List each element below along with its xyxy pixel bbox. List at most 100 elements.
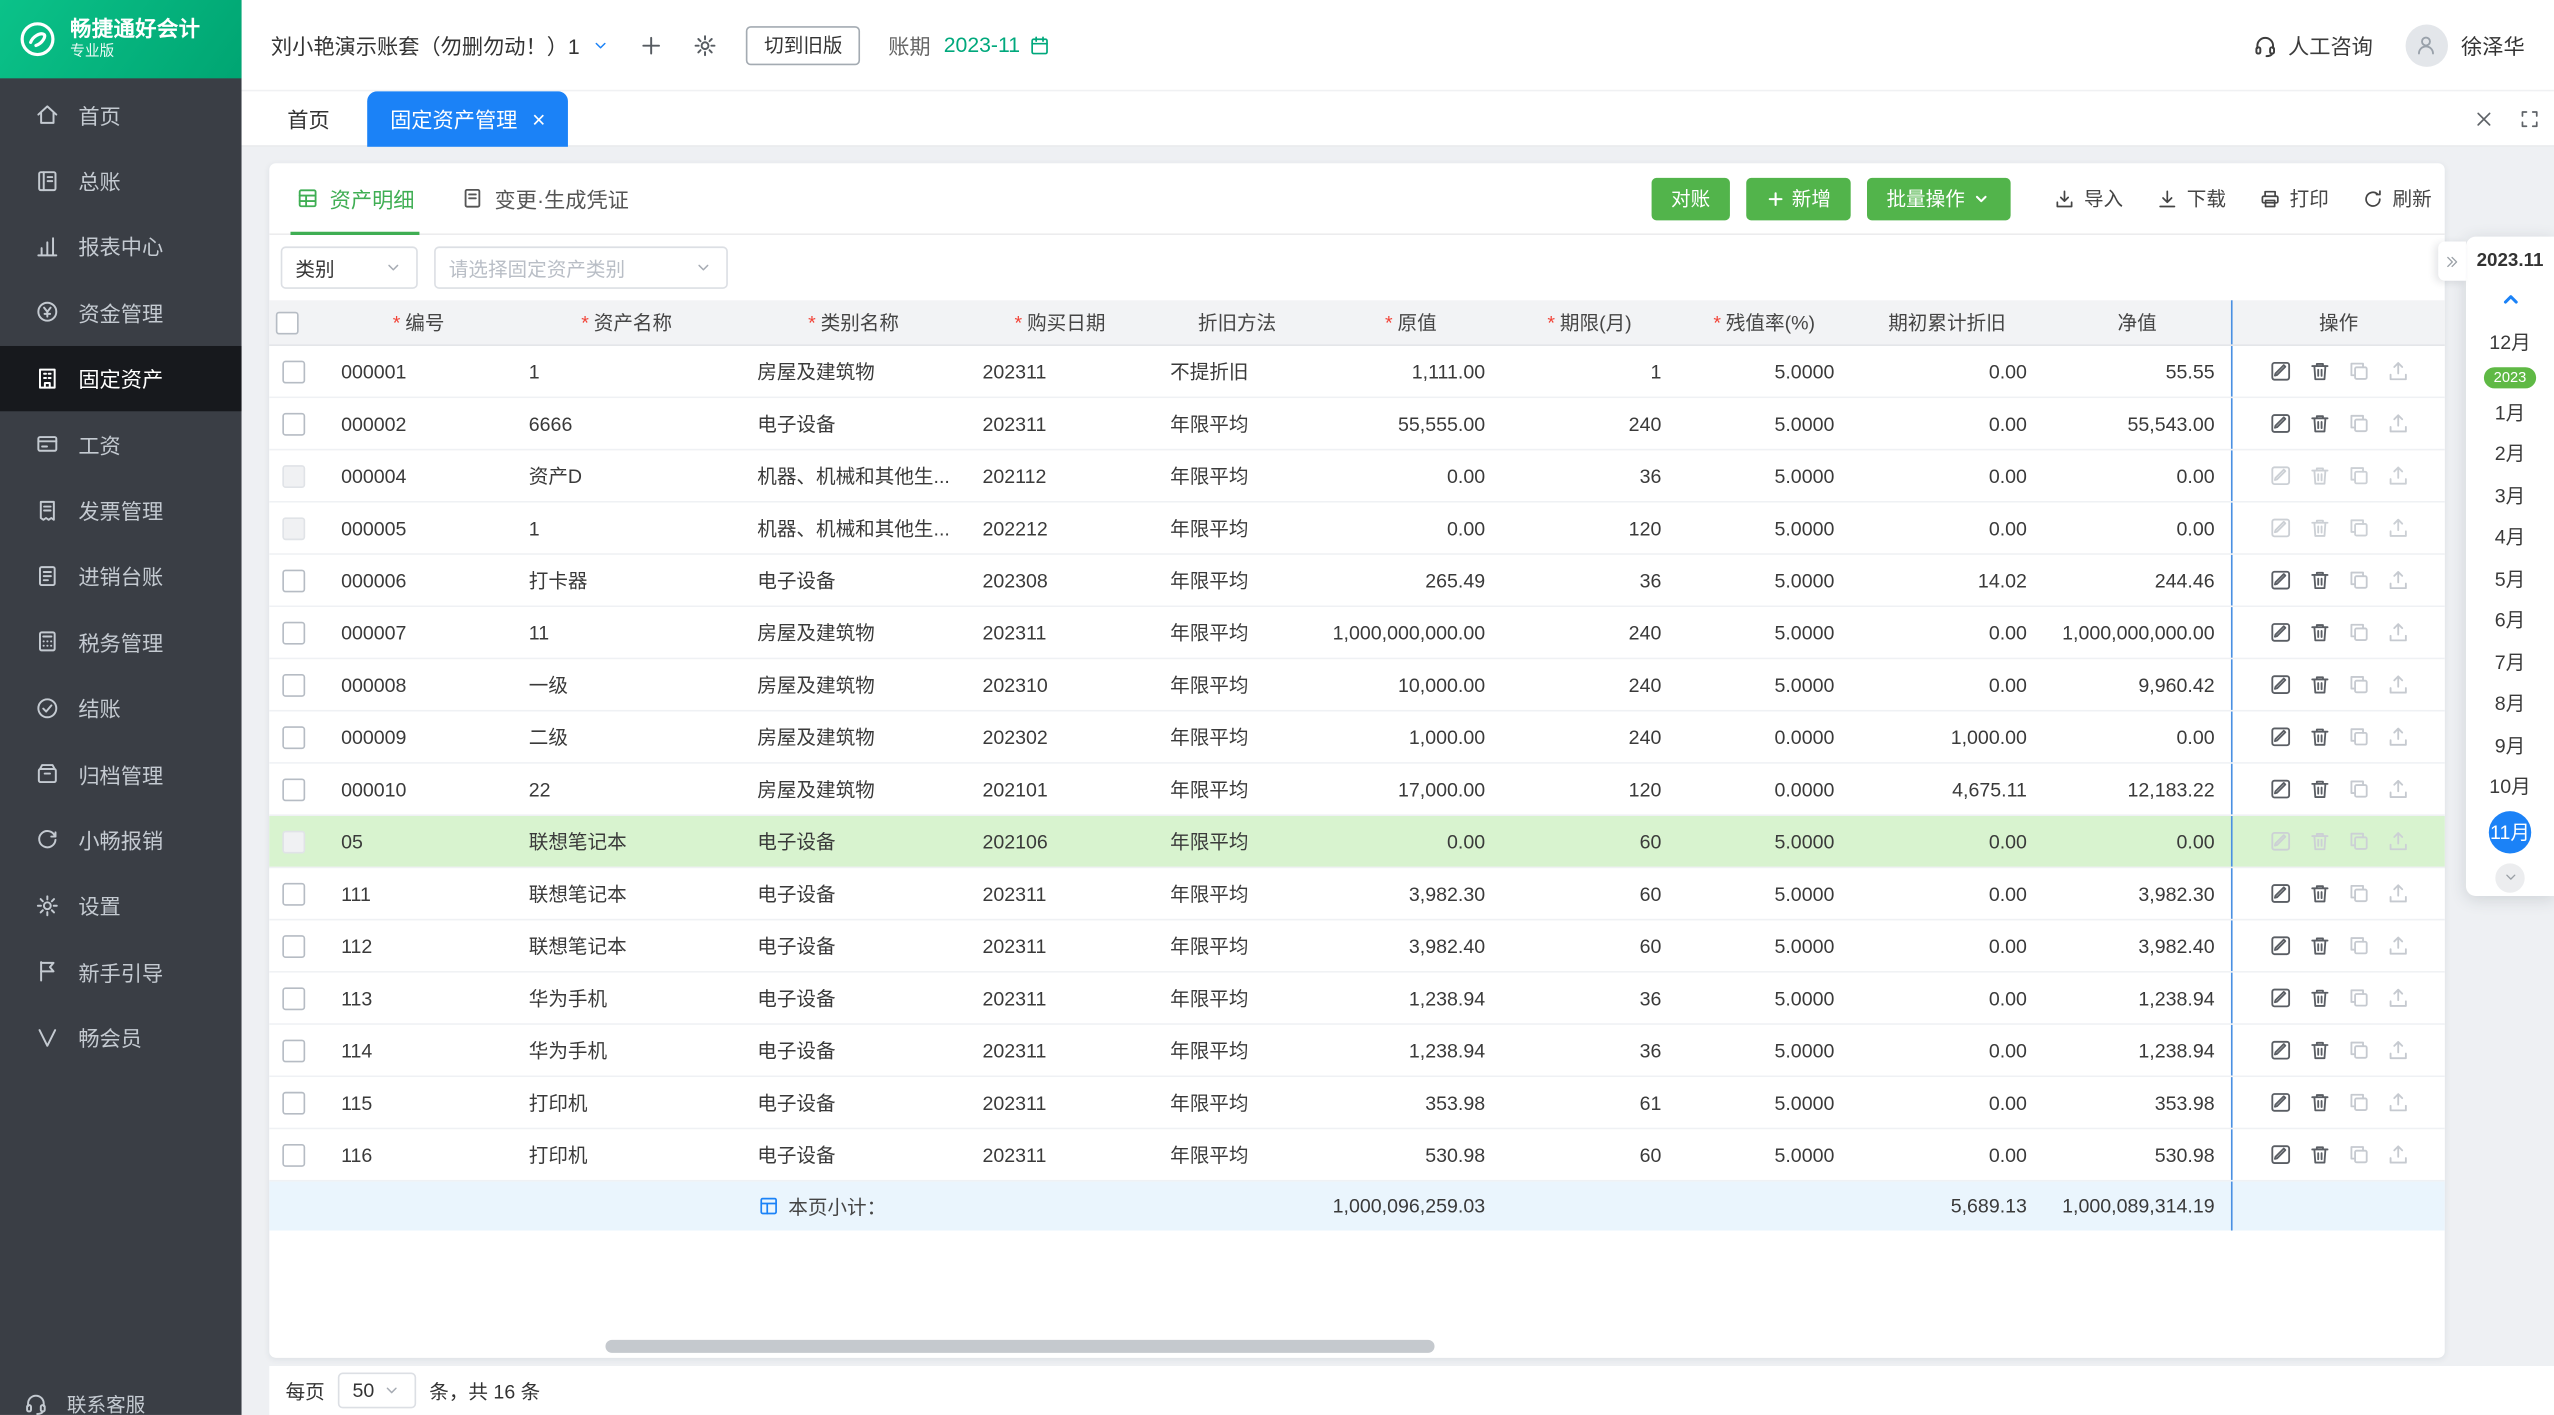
column-header-name[interactable]: * 资产名称 [581, 310, 673, 335]
tab-home[interactable]: 首页 [287, 107, 330, 133]
edit-icon[interactable] [2268, 359, 2292, 383]
delete-icon[interactable] [2307, 463, 2331, 487]
calendar-month-8[interactable]: 8月 [2494, 692, 2526, 716]
close-icon[interactable] [2472, 107, 2495, 130]
copy-icon[interactable] [2346, 568, 2370, 592]
export-icon[interactable] [2385, 829, 2409, 853]
switch-old-version-button[interactable]: 切到旧版 [746, 25, 861, 65]
column-header-buy_date[interactable]: * 购买日期 [1014, 310, 1106, 335]
add-asset-button[interactable]: 新增 [1746, 177, 1851, 220]
copy-icon[interactable] [2346, 829, 2370, 853]
avatar[interactable] [2405, 23, 2448, 67]
sidebar-item-guide[interactable]: 新手引导 [0, 939, 242, 1005]
column-header-init_dep[interactable]: 期初累计折旧 [1888, 311, 2006, 335]
copy-icon[interactable] [2346, 411, 2370, 435]
reconcile-button[interactable]: 对账 [1651, 177, 1730, 220]
gear-icon[interactable] [692, 32, 718, 58]
delete-icon[interactable] [2307, 620, 2331, 644]
asset-row-05[interactable]: 05 联想笔记本 电子设备 202106 年限平均 0.00 60 5.0000 0.00 0.0… [269, 816, 2445, 869]
sidebar-item-closing[interactable]: 结账 [0, 675, 242, 741]
category-select[interactable]: 请选择固定资产类别 [434, 246, 728, 289]
view-tab-change-voucher[interactable]: 变更·生成凭证 [455, 163, 633, 233]
copy-icon[interactable] [2346, 516, 2370, 540]
delete-icon[interactable] [2307, 1142, 2331, 1166]
sidebar-item-funds[interactable]: 资金管理 [0, 279, 242, 345]
asset-row-000002[interactable]: 000002 6666 电子设备 202311 年限平均 55,555.00 240 5.00… [269, 398, 2445, 451]
copy-icon[interactable] [2346, 463, 2370, 487]
copy-icon[interactable] [2346, 359, 2370, 383]
delete-icon[interactable] [2307, 986, 2331, 1010]
edit-icon[interactable] [2268, 516, 2292, 540]
batch-actions-button[interactable]: 批量操作 [1866, 177, 2011, 220]
copy-icon[interactable] [2346, 725, 2370, 749]
row-checkbox[interactable] [282, 934, 306, 958]
import-button[interactable]: 导入 [2053, 184, 2123, 212]
edit-icon[interactable] [2268, 1142, 2292, 1166]
asset-row-116[interactable]: 116 打印机 电子设备 202311 年限平均 530.98 60 5.0000 0.00 53… [269, 1129, 2445, 1182]
asset-row-000006[interactable]: 000006 打卡器 电子设备 202308 年限平均 265.49 36 5.0000 14.… [269, 554, 2445, 608]
page-size-select[interactable]: 50 [337, 1372, 417, 1409]
row-checkbox[interactable] [282, 1143, 306, 1167]
export-icon[interactable] [2385, 568, 2409, 592]
asset-row-000010[interactable]: 000010 22 房屋及建筑物 202101 年限平均 17,000.00 120 0.00… [269, 763, 2445, 816]
export-icon[interactable] [2385, 725, 2409, 749]
support-button[interactable]: 人工咨询 [2252, 29, 2373, 60]
export-icon[interactable] [2385, 411, 2409, 435]
column-header-ops[interactable]: 操作 [2230, 300, 2445, 345]
calendar-icon[interactable] [1028, 33, 1051, 56]
download-button[interactable]: 下载 [2156, 184, 2226, 212]
delete-icon[interactable] [2307, 725, 2331, 749]
copy-icon[interactable] [2346, 1038, 2370, 1062]
row-checkbox[interactable] [282, 464, 306, 488]
export-icon[interactable] [2385, 463, 2409, 487]
edit-icon[interactable] [2268, 568, 2292, 592]
edit-icon[interactable] [2268, 411, 2292, 435]
sidebar-footer-support[interactable]: 联系客服 [0, 1394, 242, 1415]
copy-icon[interactable] [2346, 1090, 2370, 1114]
sidebar-item-fixed-assets[interactable]: 固定资产 [0, 345, 242, 412]
delete-icon[interactable] [2307, 672, 2331, 696]
calendar-month-10[interactable]: 10月 [2489, 775, 2531, 799]
row-checkbox[interactable] [282, 829, 306, 853]
delete-icon[interactable] [2307, 829, 2331, 853]
sidebar-item-report-center[interactable]: 报表中心 [0, 213, 242, 279]
asset-row-113[interactable]: 113 华为手机 电子设备 202311 年限平均 1,238.94 36 5.0000 0.0… [269, 972, 2445, 1025]
export-icon[interactable] [2385, 1090, 2409, 1114]
row-checkbox[interactable] [282, 359, 306, 383]
edit-icon[interactable] [2268, 620, 2292, 644]
scrollbar-thumb[interactable] [605, 1339, 1435, 1353]
row-checkbox[interactable] [282, 1090, 306, 1114]
sidebar-item-invoice[interactable]: 发票管理 [0, 477, 242, 543]
delete-icon[interactable] [2307, 934, 2331, 958]
row-checkbox[interactable] [282, 725, 306, 749]
calendar-collapse-handle[interactable] [2438, 241, 2466, 281]
period-value[interactable]: 2023-11 [943, 32, 1021, 58]
asset-row-111[interactable]: 111 联想笔记本 电子设备 202311 年限平均 3,982.30 60 5.0000 0.… [269, 868, 2445, 921]
print-button[interactable]: 打印 [2259, 184, 2329, 212]
row-checkbox[interactable] [282, 673, 306, 697]
tab-fixed-assets[interactable]: 固定资产管理 × [367, 90, 569, 147]
delete-icon[interactable] [2307, 516, 2331, 540]
sidebar-item-tax[interactable]: 税务管理 [0, 609, 242, 675]
column-header-category[interactable]: * 类别名称 [808, 310, 899, 335]
calendar-month-9[interactable]: 9月 [2494, 733, 2526, 757]
row-checkbox[interactable] [282, 412, 306, 435]
edit-icon[interactable] [2268, 986, 2292, 1010]
copy-icon[interactable] [2346, 672, 2370, 696]
asset-row-000008[interactable]: 000008 一级 房屋及建筑物 202310 年限平均 10,000.00 240 5.00… [269, 659, 2445, 712]
column-header-months[interactable]: * 期限(月) [1547, 310, 1632, 335]
export-icon[interactable] [2385, 881, 2409, 905]
account-set-picker[interactable]: 刘小艳演示账套（勿删勿动！）1 [271, 29, 611, 60]
calendar-month-6[interactable]: 6月 [2494, 609, 2526, 632]
sidebar-item-purchase-sales[interactable]: 进销台账 [0, 543, 242, 609]
edit-icon[interactable] [2268, 881, 2292, 905]
edit-icon[interactable] [2268, 725, 2292, 749]
sidebar-item-home[interactable]: 首页 [0, 82, 242, 148]
delete-icon[interactable] [2307, 881, 2331, 905]
delete-icon[interactable] [2307, 777, 2331, 801]
fullscreen-icon[interactable] [2518, 107, 2541, 130]
calendar-month-12[interactable]: 12月 [2489, 331, 2531, 355]
asset-row-115[interactable]: 115 打印机 电子设备 202311 年限平均 353.98 61 5.0000 0.00 35… [269, 1077, 2445, 1130]
horizontal-scrollbar[interactable] [279, 1339, 2435, 1353]
delete-icon[interactable] [2307, 1090, 2331, 1114]
